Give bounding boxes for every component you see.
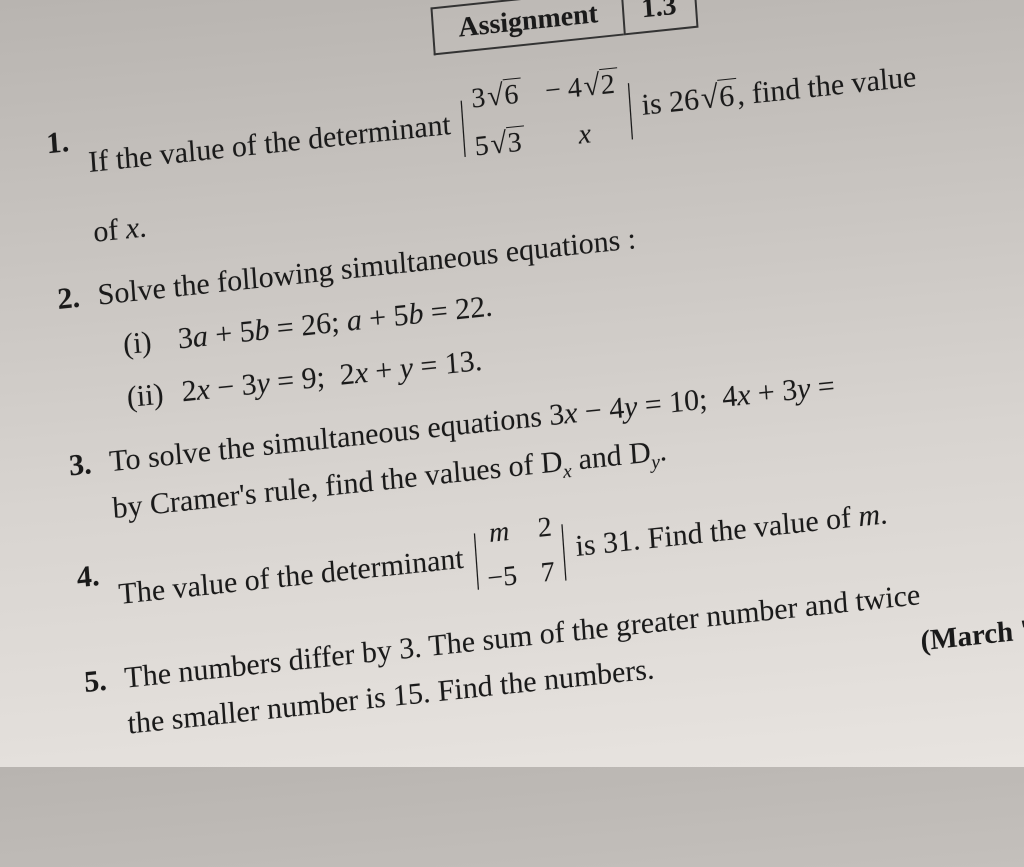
q4-text-a: The value of the determinant — [117, 536, 465, 619]
det-cell: −5 — [486, 555, 519, 601]
question-number: 3. — [53, 440, 111, 492]
q5-note: (March ' — [919, 608, 1024, 664]
det-cell: x — [547, 109, 623, 162]
question-number: 4. — [61, 551, 119, 603]
q1-determinant: | 36 − 42 53 x | — [453, 60, 639, 172]
q4-determinant: | m 2 −5 7 | — [466, 504, 572, 603]
assignment-number-box: 1.3 — [620, 0, 698, 35]
assignment-label-box: Assignment — [431, 0, 623, 55]
question-number: 1. — [31, 117, 89, 169]
sub-label: (i) — [122, 317, 180, 369]
det-cell: − 42 — [544, 61, 620, 114]
det-cell: 53 — [473, 119, 526, 170]
det-cell: m — [483, 509, 516, 555]
sub-label: (ii) — [125, 369, 183, 421]
question-number: 5. — [68, 656, 126, 708]
q1-text-b: is 266, find the value — [640, 52, 918, 130]
det-cell: 7 — [539, 551, 556, 596]
det-cell: 2 — [536, 505, 553, 550]
det-cell: 36 — [470, 72, 523, 123]
q1-text-a: If the value of the determinant — [87, 102, 452, 186]
question-number: 2. — [41, 272, 99, 324]
q4-text-b: is 31. Find the value of m. — [574, 491, 889, 570]
